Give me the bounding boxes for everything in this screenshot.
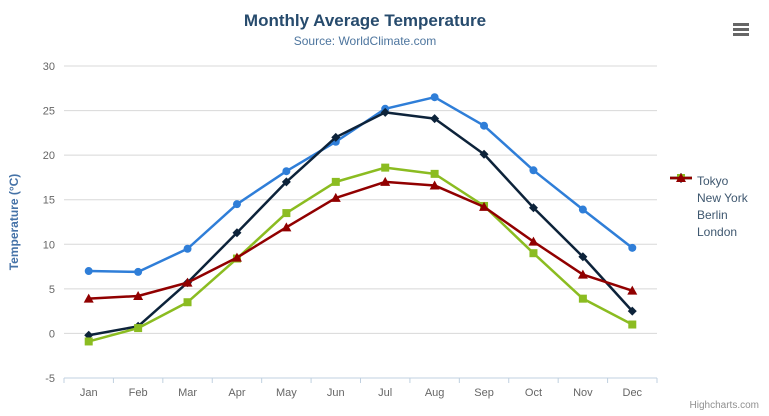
svg-text:Jul: Jul <box>378 387 392 399</box>
legend-item-london[interactable]: London <box>670 173 748 240</box>
legend-label: Berlin <box>697 207 728 222</box>
svg-text:0: 0 <box>49 328 55 340</box>
svg-text:-5: -5 <box>45 373 55 385</box>
london-series-marker-icon <box>670 173 692 238</box>
new-york-series-marker-icon <box>670 173 692 204</box>
series-new-york[interactable] <box>84 107 637 340</box>
chart-title: Monthly Average Temperature <box>243 11 487 30</box>
svg-text:10: 10 <box>43 239 55 251</box>
svg-text:5: 5 <box>49 284 55 296</box>
credits-link[interactable]: Highcharts.com <box>689 400 759 411</box>
y-axis-labels: -5 0 5 10 15 20 25 30 <box>43 61 55 385</box>
chart-subtitle: Source: WorldClimate.com <box>293 34 437 48</box>
svg-text:Nov: Nov <box>573 387 593 399</box>
svg-text:Oct: Oct <box>525 387 542 399</box>
gridlines <box>64 65 657 334</box>
svg-text:25: 25 <box>43 106 55 118</box>
svg-text:Dec: Dec <box>623 387 643 399</box>
hamburger-menu-icon <box>732 23 750 36</box>
svg-text:Mar: Mar <box>178 387 197 399</box>
berlin-series-marker-icon <box>670 174 692 221</box>
svg-text:Aug: Aug <box>425 387 445 399</box>
legend: Tokyo New York Berlin London <box>670 172 748 240</box>
svg-text:Sep: Sep <box>474 387 494 399</box>
svg-text:15: 15 <box>43 195 55 207</box>
svg-text:20: 20 <box>43 150 55 162</box>
series-tokyo[interactable] <box>84 93 637 276</box>
svg-text:Jan: Jan <box>80 387 98 399</box>
legend-item-berlin[interactable]: Berlin <box>670 174 748 223</box>
y-axis-title: Temperature (°C) <box>7 173 21 271</box>
legend-item-new-york[interactable]: New York <box>670 173 748 206</box>
legend-label: New York <box>697 190 748 205</box>
svg-text:Apr: Apr <box>228 387 245 399</box>
svg-text:Jun: Jun <box>327 387 345 399</box>
svg-text:Feb: Feb <box>129 387 148 399</box>
svg-text:May: May <box>276 387 297 399</box>
svg-text:30: 30 <box>43 61 55 73</box>
export-menu-button[interactable] <box>730 19 752 39</box>
legend-label: Tokyo <box>697 173 729 188</box>
series-london[interactable] <box>83 176 638 303</box>
x-axis <box>63 377 658 383</box>
legend-label: London <box>697 224 738 239</box>
x-axis-labels: Jan Feb Mar Apr May Jun Jul Aug Sep Oct Nov Dec <box>80 387 643 399</box>
